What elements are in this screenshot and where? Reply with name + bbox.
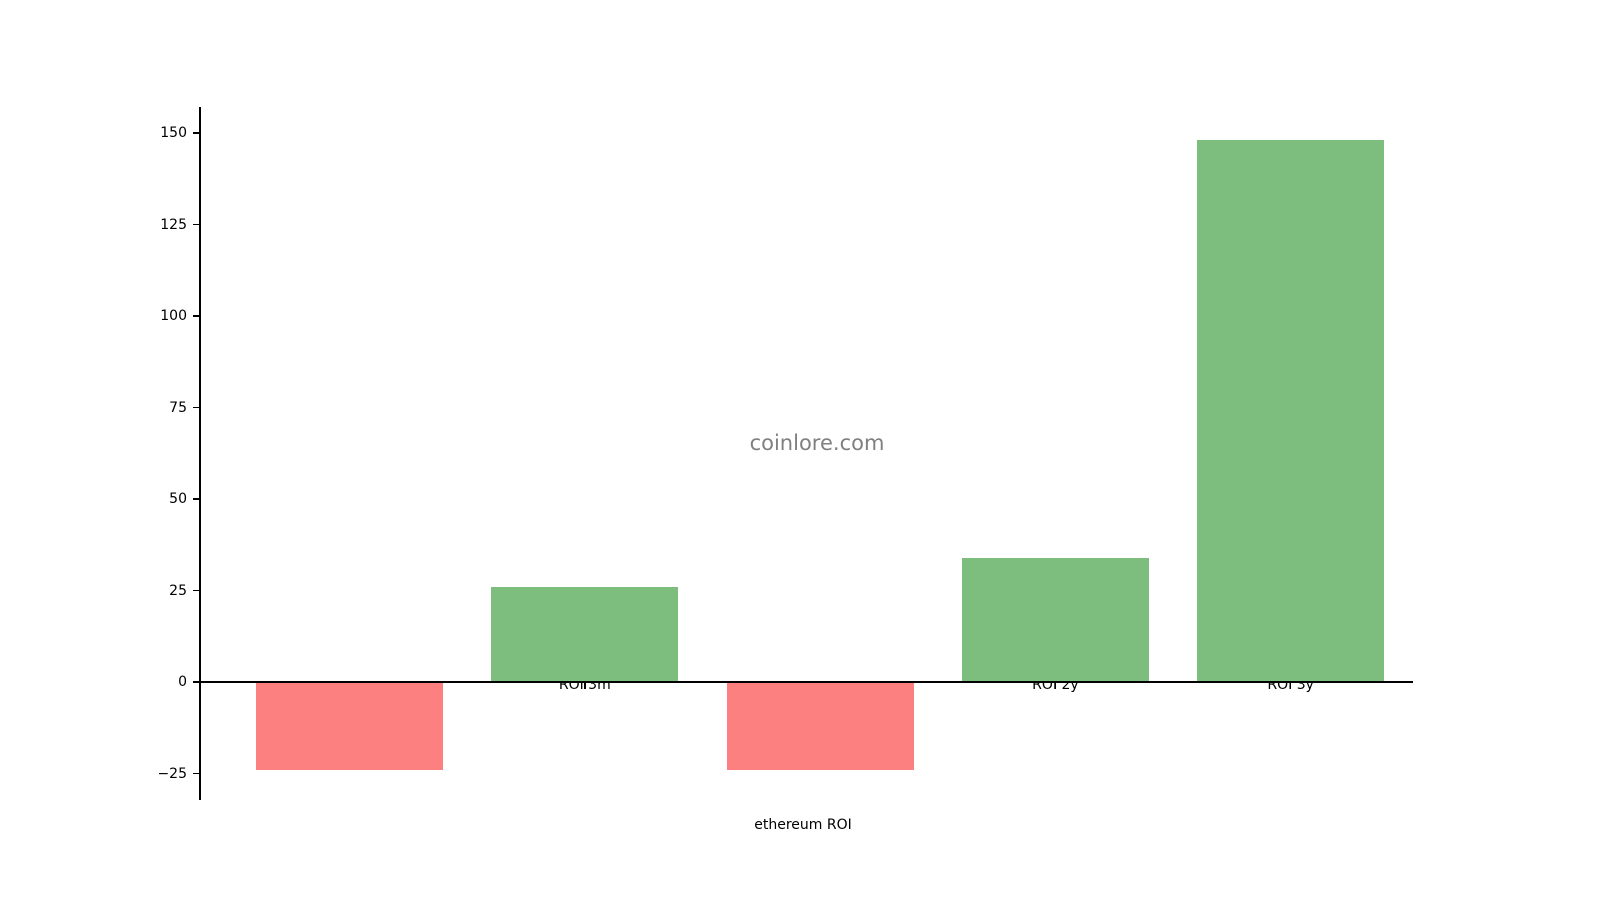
y-tick-label: 100	[160, 308, 187, 324]
y-tick-mark	[193, 223, 200, 226]
x-tick-mark	[1289, 682, 1292, 689]
bar-roi-2y	[961, 557, 1149, 682]
y-tick-label: 75	[169, 399, 187, 416]
y-tick-label: 150	[160, 125, 187, 141]
y-tick-mark	[193, 589, 200, 592]
bar-roi-0	[256, 682, 443, 770]
x-axis-zero-line	[199, 681, 1413, 683]
y-axis-line	[199, 107, 201, 800]
y-tick-mark	[193, 132, 200, 134]
bar-roi-2	[726, 682, 914, 770]
y-tick-mark	[193, 315, 200, 317]
watermark-text: coinlore.com	[749, 431, 885, 455]
y-tick-mark	[193, 681, 200, 683]
bar-roi-3y	[1197, 140, 1385, 682]
x-axis-title: ethereum ROI	[754, 817, 852, 833]
y-tick-label: 50	[169, 491, 187, 507]
x-tick-mark	[584, 682, 586, 689]
y-tick-label: 125	[160, 216, 187, 233]
y-tick-label: 25	[169, 582, 187, 599]
y-tick-label: 0	[178, 674, 187, 690]
y-tick-mark	[193, 772, 200, 775]
y-tick-mark	[193, 498, 200, 500]
bar-roi-3m	[491, 586, 679, 682]
y-tick-label: −25	[157, 765, 187, 782]
x-tick-mark	[1054, 682, 1057, 689]
y-tick-mark	[193, 406, 200, 409]
